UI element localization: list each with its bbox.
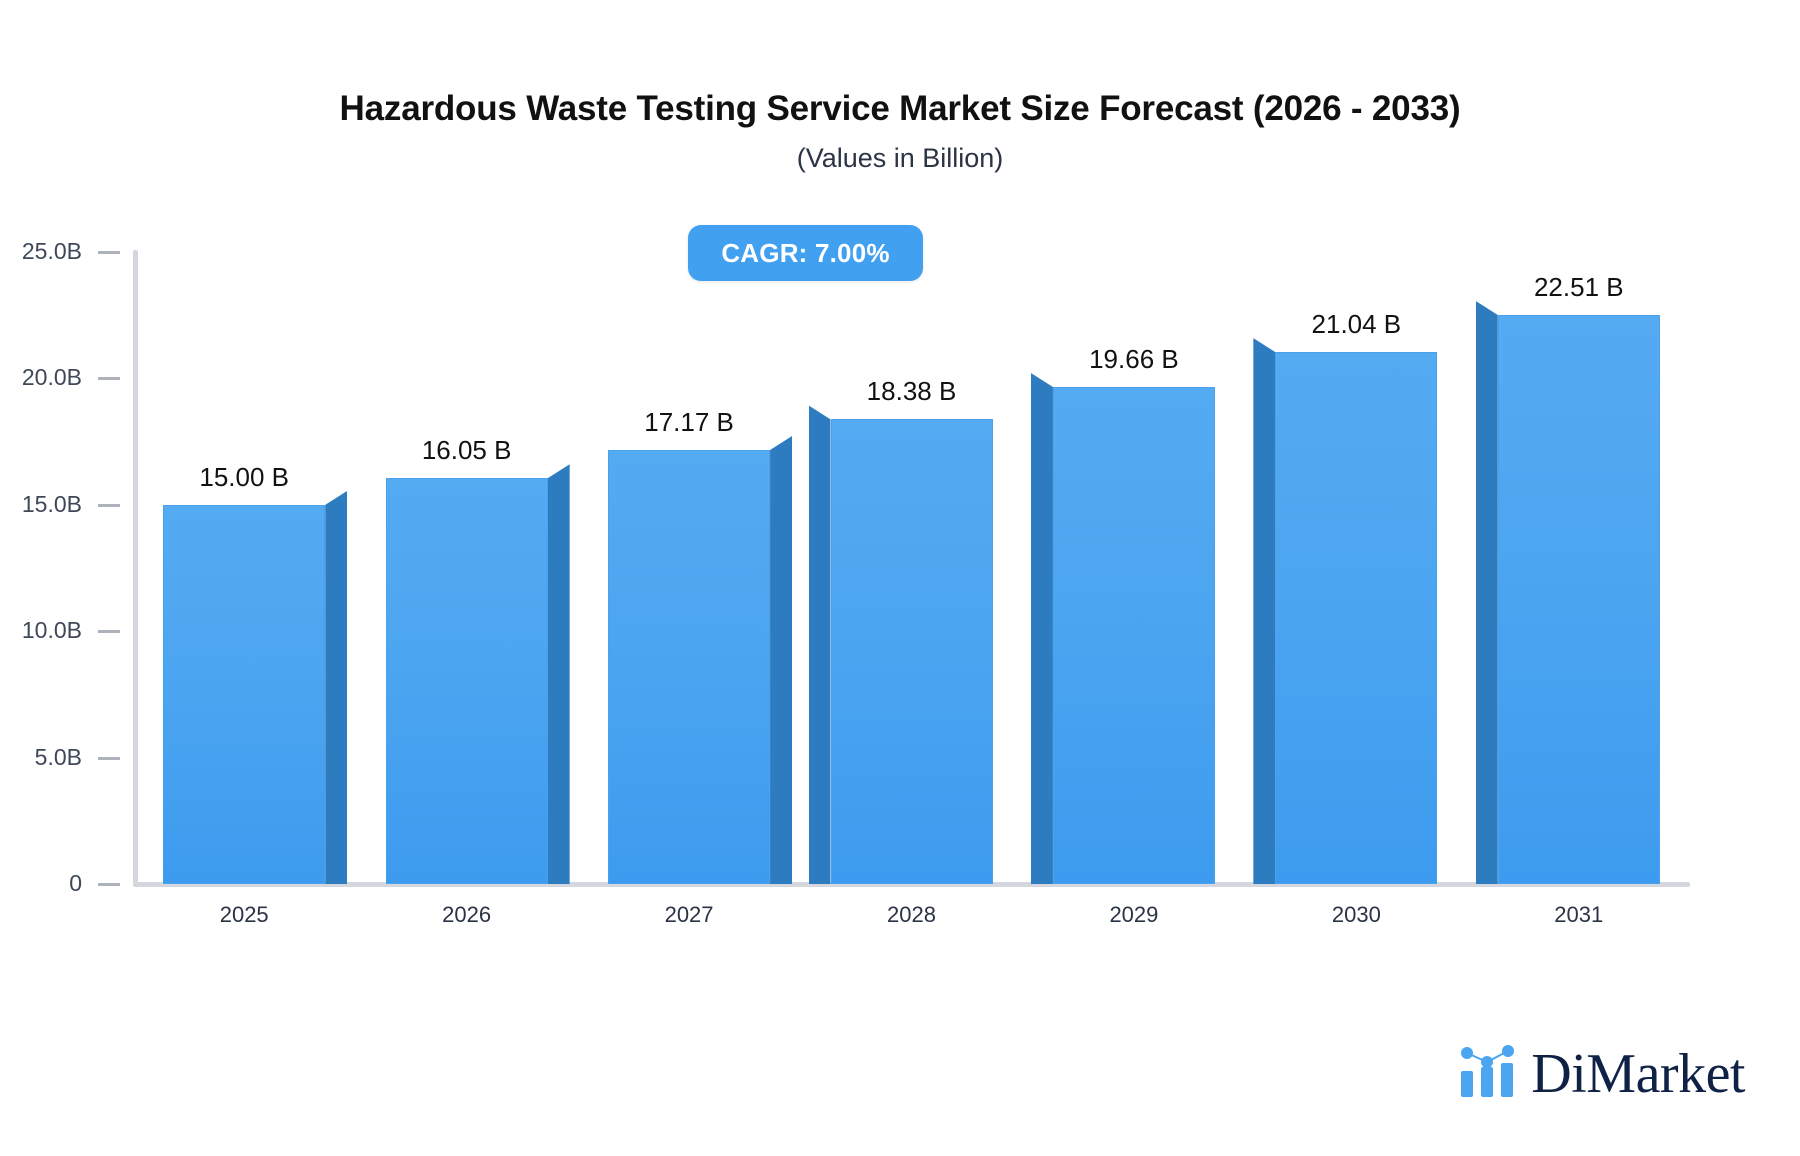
y-axis-tick [98,630,120,634]
y-axis-label: 15.0B [21,490,82,517]
bar-front-face [163,504,326,884]
bar[interactable]: 22.51 B [1475,272,1660,884]
brand-logo: DiMarket [1458,1043,1745,1104]
x-axis-label: 2027 [664,902,714,927]
y-axis-label: 25.0B [21,238,82,264]
chart-subtitle: (Values in Billion) [796,142,1004,173]
bar-value-label: 18.38 B [866,376,957,407]
y-axis-label: 20.0B [21,364,82,391]
bar-value-label: 19.66 B [1089,344,1179,374]
bar-chart-logo-icon [1458,1043,1518,1104]
y-axis-tick [98,251,120,254]
chart-title: Hazardous Waste Testing Service Market S… [339,89,1461,128]
bar-side-face [325,490,348,884]
y-axis-label: 5.0B [34,743,82,770]
bar-value-label: 15.00 B [199,461,290,492]
y-axis-tick [98,503,120,507]
bar[interactable]: 16.05 B [385,435,570,884]
y-axis-tick [98,756,120,760]
bar-value-label: 21.04 B [1311,309,1402,340]
bar-side-face [1475,300,1498,884]
bar[interactable]: 18.38 B [808,376,993,884]
y-axis-tick [98,377,120,381]
x-axis-label: 2026 [442,902,492,927]
y-axis-line [133,250,138,886]
x-axis-label: 2025 [219,902,269,927]
bar-value-label: 22.51 B [1533,271,1624,302]
brand-logo-text: DiMarket [1531,1042,1745,1105]
x-axis-label: 2030 [1331,902,1381,927]
x-axis-label: 2031 [1554,902,1604,927]
bar-value-label: 17.17 B [644,406,734,437]
bar[interactable]: 15.00 B [163,462,348,884]
bar[interactable]: 19.66 B [1030,344,1215,884]
bar-front-face [1275,352,1438,884]
y-axis-label: 10.0B [21,617,82,644]
title-block: Hazardous Waste Testing Service Market S… [0,88,1800,175]
bar-front-face [608,449,771,884]
bar-side-face [1030,373,1053,884]
y-axis-label: 0 [69,870,82,896]
bar-front-face [385,478,548,884]
plot-area: 15.00 B 16.05 B 17.17 B 18.38 B 19.66 B 21.04… [133,252,1690,884]
bar[interactable]: 21.04 B [1253,309,1438,884]
bar[interactable]: 17.17 B [608,407,793,884]
y-axis-tick [98,883,120,886]
bar-side-face [770,435,793,884]
x-axis-label: 2029 [1109,902,1159,927]
bar-front-face [1497,314,1660,884]
bar-side-face [547,464,570,884]
cagr-badge-label: CAGR: 7.00% [721,237,890,268]
bar-front-face [1052,387,1215,884]
cagr-badge: CAGR: 7.00% [688,225,923,281]
bar-side-face [1253,338,1276,884]
x-axis-label: 2028 [887,902,936,927]
bar-side-face [808,405,831,884]
x-axis-line [133,882,1690,887]
bar-front-face [830,419,993,884]
bar-value-label: 16.05 B [421,435,512,466]
